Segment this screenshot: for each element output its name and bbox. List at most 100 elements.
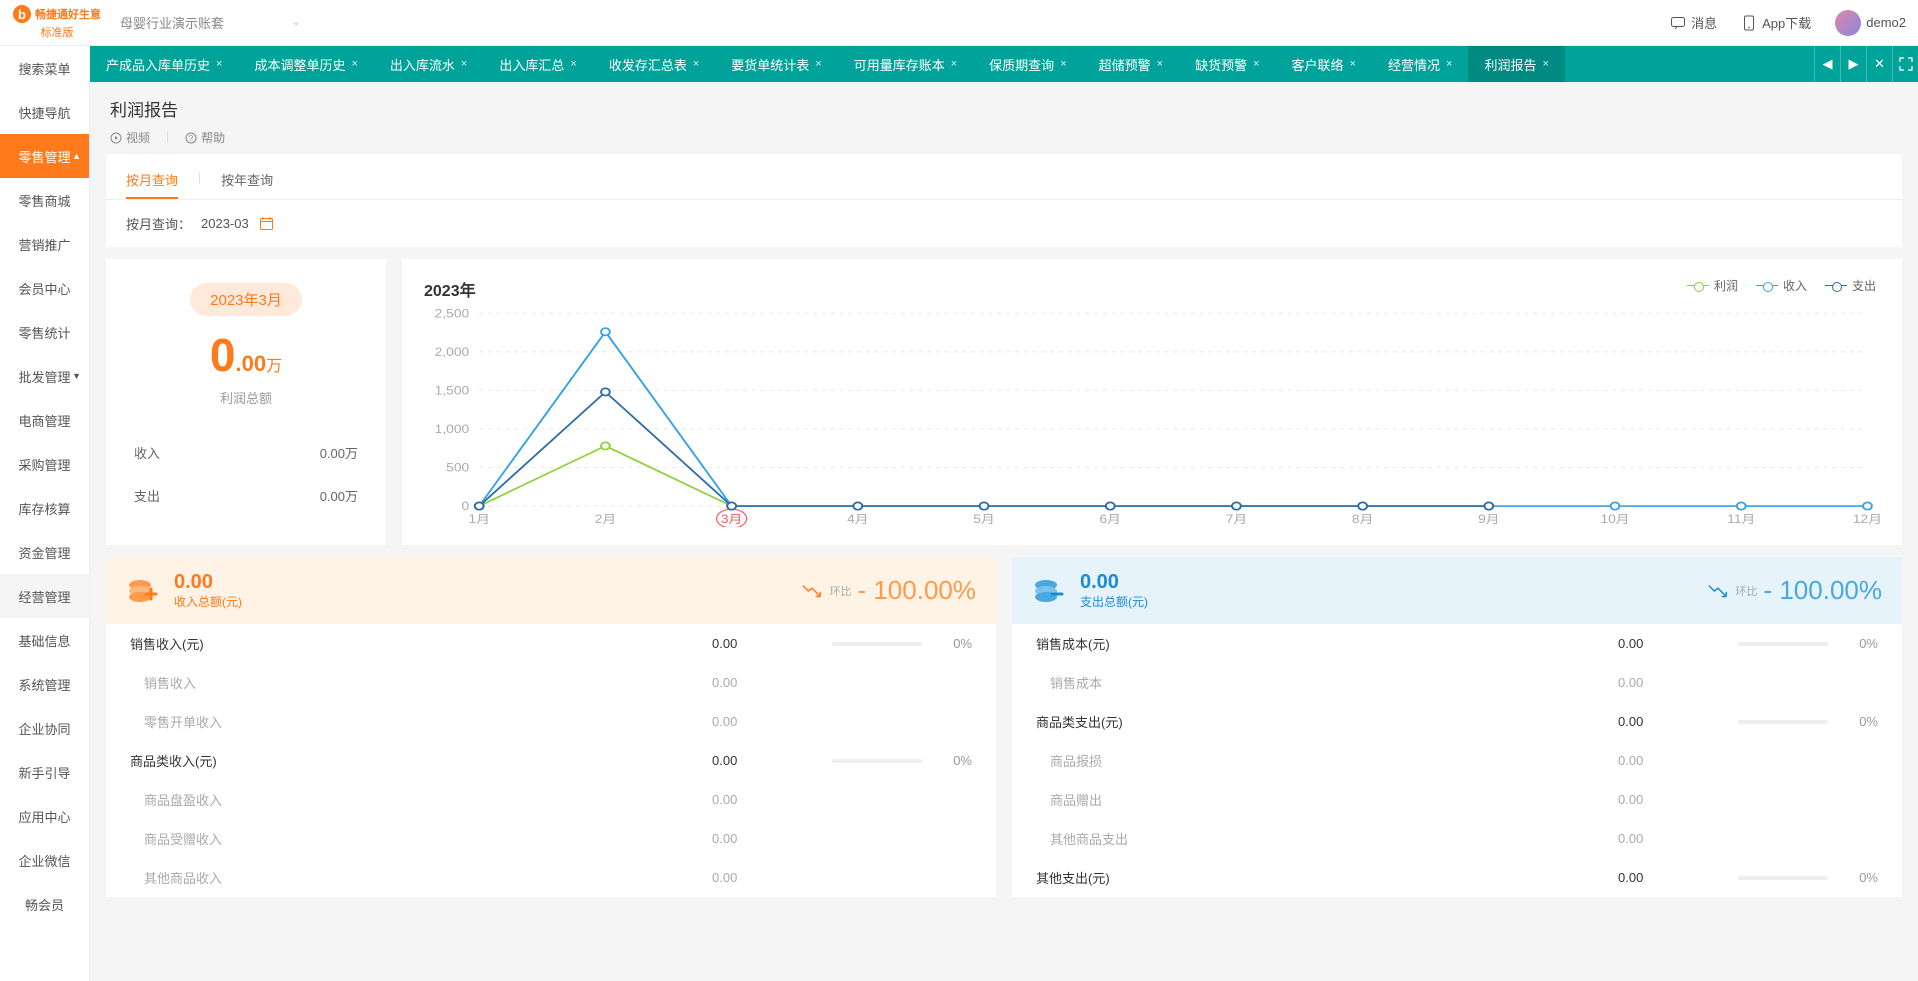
tab-item[interactable]: 超储预警× (1083, 46, 1179, 82)
metric-pct: 0% (1838, 870, 1878, 885)
tab-item[interactable]: 出入库汇总 × (483, 46, 592, 82)
tab-item[interactable]: 可用量库存账本× (838, 46, 973, 82)
app-download-button[interactable]: App下载 (1741, 13, 1811, 32)
close-icon[interactable]: × (1253, 58, 1259, 70)
metric-sub-row: 商品盘盈收入0.00 (106, 780, 996, 819)
tab-item[interactable]: 收发存汇总表 × (593, 46, 715, 82)
sidebar-item-label: 会员中心 (18, 279, 70, 298)
close-icon[interactable]: × (461, 58, 467, 70)
sidebar-item[interactable]: 资金管理 (0, 530, 89, 574)
sidebar-item[interactable]: 采购管理 (0, 442, 89, 486)
sidebar-item[interactable]: 会员中心 (0, 266, 89, 310)
sidebar-item[interactable]: 营销推广 (0, 222, 89, 266)
close-icon[interactable]: × (1350, 58, 1356, 70)
sidebar-item[interactable]: 批发管理▼ (0, 354, 89, 398)
svg-text:10月: 10月 (1600, 512, 1629, 526)
page-title: 利润报告 (90, 82, 1918, 129)
tab-item[interactable]: 要货单统计表 × (715, 46, 837, 82)
sidebar-item[interactable]: 电商管理 (0, 398, 89, 442)
sidebar-item[interactable]: 新手引导 (0, 750, 89, 794)
legend-marker (1825, 281, 1847, 291)
calendar-icon[interactable] (259, 216, 274, 231)
svg-text:4月: 4月 (847, 512, 868, 526)
sidebar-item[interactable]: 企业协同 (0, 706, 89, 750)
metric-bar (1738, 642, 1828, 646)
svg-text:6月: 6月 (1099, 512, 1120, 526)
profit-unit: 万 (266, 358, 282, 375)
metric-name: 商品类收入(元) (130, 751, 712, 770)
sidebar-item[interactable]: 零售统计 (0, 310, 89, 354)
tab-item[interactable]: 出入库流水× (374, 46, 483, 82)
expense-pct: - 100.00% (1763, 575, 1882, 606)
sidebar-item[interactable]: 零售管理▲ (0, 134, 89, 178)
filter-row: 按月查询： 2023-03 (106, 200, 1902, 247)
metric-name: 其他商品收入 (144, 868, 712, 887)
close-icon[interactable]: × (570, 58, 576, 70)
metric-value: 0.00 (712, 792, 832, 807)
tab-close-all[interactable]: ✕ (1866, 46, 1892, 82)
close-icon[interactable]: × (1542, 58, 1548, 70)
sidebar-item-label: 应用中心 (18, 807, 70, 826)
tab-item[interactable]: 产成品入库单历史× (90, 46, 238, 82)
tab-item[interactable]: 客户联络× (1276, 46, 1372, 82)
sidebar-item-label: 快捷导航 (18, 103, 70, 122)
sidebar-item-label: 企业微信 (18, 851, 70, 870)
fullscreen-button[interactable] (1892, 46, 1918, 82)
tab-scroll-left[interactable]: ◀ (1814, 46, 1840, 82)
sidebar-item[interactable]: 零售商城 (0, 178, 89, 222)
legend-marker (1756, 281, 1778, 291)
logo: b 畅捷通好生意 标准版 (12, 5, 102, 40)
tab-item[interactable]: 缺货预警× (1179, 46, 1275, 82)
sidebar-item[interactable]: 应用中心 (0, 794, 89, 838)
metric-name: 销售成本 (1050, 673, 1618, 692)
expense-panel: 0.00 支出总额(元) 环比 - 100.00% 销售成本(元)0.000%销… (1012, 557, 1902, 897)
metric-sub-row: 商品报损0.00 (1012, 741, 1902, 780)
sidebar-item[interactable]: 畅会员 (0, 882, 89, 926)
mom-label: 环比 (829, 583, 851, 599)
sidebar-item-label: 电商管理 (18, 411, 70, 430)
sidebar-item[interactable]: 快捷导航 (0, 90, 89, 134)
close-icon[interactable]: × (1157, 58, 1163, 70)
tab-label: 要货单统计表 (731, 55, 809, 74)
chat-icon (1670, 15, 1686, 31)
tab-item[interactable]: 经营情况× (1372, 46, 1468, 82)
svg-text:5月: 5月 (973, 512, 994, 526)
svg-text:11月: 11月 (1727, 512, 1755, 526)
messages-button[interactable]: 消息 (1670, 13, 1717, 32)
tab-label: 出入库汇总 (499, 55, 564, 74)
video-link[interactable]: 视频 (110, 129, 150, 146)
close-icon[interactable]: × (693, 58, 699, 70)
tab-year-query[interactable]: 按年查询 (221, 162, 273, 199)
sidebar-item[interactable]: 搜索菜单 (0, 46, 89, 90)
tab-item[interactable]: 利润报告× (1468, 46, 1564, 82)
filter-value[interactable]: 2023-03 (201, 216, 249, 231)
metric-sub-row: 零售开单收入0.00 (106, 702, 996, 741)
sidebar-item[interactable]: 经营管理 (0, 574, 89, 618)
sidebar-item[interactable]: 库存核算 (0, 486, 89, 530)
account-selector[interactable]: 母婴行业演示账套 ⌄ (120, 13, 300, 32)
sidebar-item[interactable]: 系统管理 (0, 662, 89, 706)
metric-name: 销售收入(元) (130, 634, 712, 653)
svg-text:2,500: 2,500 (435, 307, 470, 320)
close-icon[interactable]: × (216, 58, 222, 70)
close-icon[interactable]: × (815, 58, 821, 70)
tab-item[interactable]: 保质期查询× (973, 46, 1082, 82)
tab-scroll-right[interactable]: ▶ (1840, 46, 1866, 82)
summary-card: 2023年3月 0.00万 利润总额 收入0.00万支出0.00万 (106, 259, 386, 545)
app-download-label: App下载 (1762, 13, 1811, 32)
close-icon[interactable]: × (951, 58, 957, 70)
close-icon[interactable]: × (1446, 58, 1452, 70)
kv-key: 支出 (134, 486, 160, 505)
metric-value: 0.00 (712, 753, 832, 768)
sidebar-item[interactable]: 基础信息 (0, 618, 89, 662)
sidebar-item[interactable]: 企业微信 (0, 838, 89, 882)
sidebar: 搜索菜单快捷导航零售管理▲零售商城营销推广会员中心零售统计批发管理▼ 电商管理采购… (0, 46, 90, 981)
tab-label: 收发存汇总表 (609, 55, 687, 74)
user-menu[interactable]: demo2 (1835, 10, 1906, 36)
close-icon[interactable]: × (351, 58, 357, 70)
help-link[interactable]: ? 帮助 (185, 129, 225, 146)
tab-month-query[interactable]: 按月查询 (126, 162, 178, 199)
close-icon[interactable]: × (1060, 58, 1066, 70)
svg-text:1,000: 1,000 (435, 422, 470, 436)
tab-item[interactable]: 成本调整单历史× (238, 46, 373, 82)
